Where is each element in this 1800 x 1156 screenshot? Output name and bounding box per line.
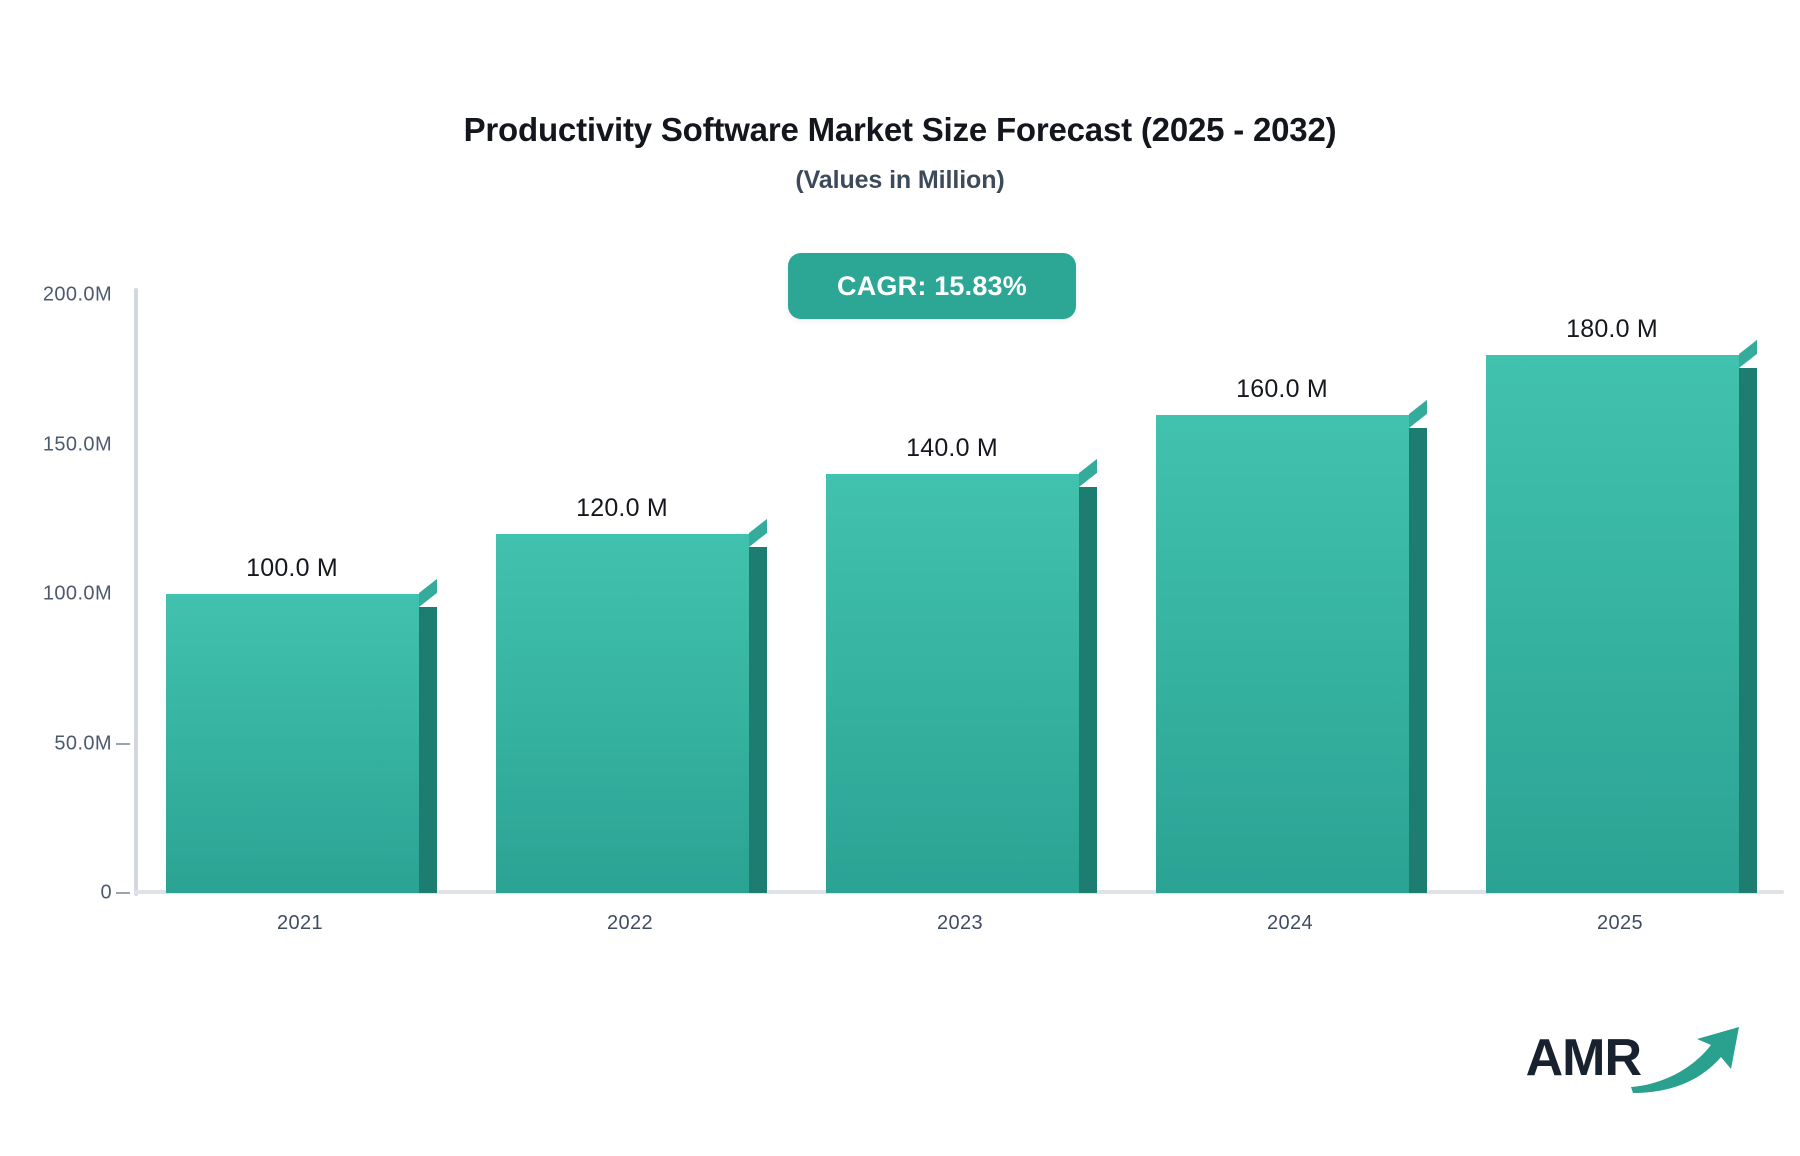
bar: 140.0 M bbox=[825, 434, 1097, 893]
title-block: Productivity Software Market Size Foreca… bbox=[0, 110, 1800, 195]
x-axis-tick-label: 2022 bbox=[606, 912, 654, 934]
bar-top-face bbox=[1408, 399, 1427, 428]
bar-front-face bbox=[495, 534, 749, 893]
bar-value-label: 100.0 M bbox=[246, 554, 338, 582]
y-axis-tick-label: 200.0M bbox=[42, 283, 112, 306]
bar-top-face bbox=[1738, 339, 1757, 368]
bar-front-face bbox=[1485, 354, 1739, 893]
chart-subtitle: (Values in Million) bbox=[795, 165, 1005, 194]
bar-side-face bbox=[1738, 367, 1757, 893]
x-axis-tick-label: 2021 bbox=[276, 912, 324, 934]
cagr-badge: CAGR: 15.83% bbox=[788, 253, 1076, 319]
y-axis-tick-label: 100.0M bbox=[42, 582, 112, 605]
bar-top-face bbox=[418, 578, 437, 607]
cagr-badge-label: CAGR: 15.83% bbox=[837, 270, 1027, 301]
bar-value-label: 180.0 M bbox=[1566, 314, 1658, 343]
bar-value-label: 160.0 M bbox=[1236, 374, 1328, 403]
bar: 180.0 M bbox=[1485, 315, 1757, 893]
bar-value-label: 120.0 M bbox=[576, 494, 668, 523]
y-axis-tick-label: 0 bbox=[100, 881, 112, 904]
bar-side-face bbox=[1078, 487, 1097, 893]
y-axis-tick-label: 50.0M bbox=[54, 732, 112, 754]
bar-side-face bbox=[748, 547, 767, 893]
y-axis-line bbox=[134, 288, 138, 896]
bar-side-face bbox=[1408, 427, 1427, 893]
amr-logo: AMR bbox=[1526, 1017, 1745, 1098]
y-axis-tick-mark bbox=[116, 742, 130, 745]
bar-side-face bbox=[418, 607, 437, 893]
bar-top-face bbox=[748, 519, 767, 548]
bar-top-face bbox=[1078, 459, 1097, 488]
bar-front-face bbox=[825, 474, 1079, 893]
bar-front-face bbox=[1155, 414, 1409, 893]
growth-arrow-icon bbox=[1627, 1023, 1745, 1098]
y-axis-tick-label: 150.0M bbox=[42, 433, 112, 455]
x-axis-tick-label: 2025 bbox=[1596, 912, 1644, 934]
bar-value-label: 140.0 M bbox=[906, 434, 998, 463]
bar: 160.0 M bbox=[1155, 375, 1427, 893]
bar: 120.0 M bbox=[495, 494, 767, 893]
y-axis-tick-mark bbox=[116, 892, 130, 894]
x-axis-tick-label: 2024 bbox=[1266, 912, 1314, 934]
bar: 100.0 M bbox=[165, 554, 437, 893]
x-axis-tick-label: 2023 bbox=[936, 912, 984, 934]
bar-front-face bbox=[165, 594, 419, 893]
page-title: Productivity Software Market Size Foreca… bbox=[463, 111, 1337, 148]
amr-wordmark: AMR bbox=[1525, 1028, 1642, 1087]
